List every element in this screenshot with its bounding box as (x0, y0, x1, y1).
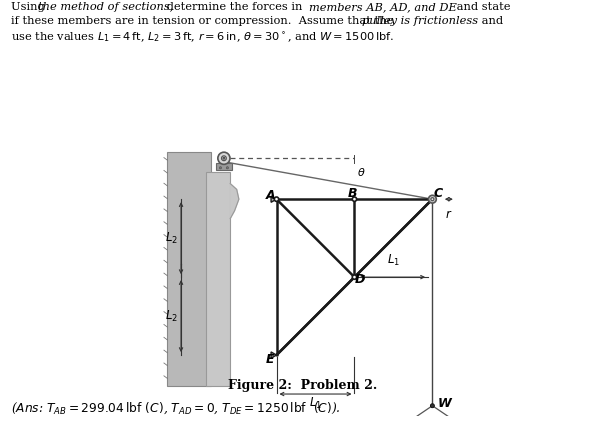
Text: Using: Using (11, 2, 48, 12)
Text: C: C (433, 187, 443, 200)
Polygon shape (271, 352, 276, 358)
Polygon shape (271, 196, 276, 202)
Text: E: E (266, 353, 275, 366)
Text: $r$: $r$ (445, 208, 453, 221)
Circle shape (274, 197, 279, 201)
Circle shape (221, 156, 226, 161)
Circle shape (223, 157, 225, 159)
Text: W: W (437, 397, 451, 410)
Text: ($Ans$: $T_{AB} = 299.04\,\mathrm{lbf}$ $(C)$, $T_{AD} = 0$, $T_{DE} = 1250\,\ma: ($Ans$: $T_{AB} = 299.04\,\mathrm{lbf}$ … (11, 401, 341, 416)
Text: $\theta$: $\theta$ (358, 166, 366, 178)
Text: $L_1$: $L_1$ (309, 396, 322, 411)
Text: $L_2$: $L_2$ (165, 309, 178, 323)
Text: Figure 2:  Problem 2.: Figure 2: Problem 2. (228, 379, 377, 392)
Circle shape (428, 195, 436, 203)
Text: pulley is frictionless: pulley is frictionless (362, 16, 478, 26)
Bar (402, 424, 463, 433)
Circle shape (431, 197, 434, 201)
Bar (402, 424, 463, 433)
Text: and: and (478, 16, 503, 26)
Text: members AB, AD, and DE: members AB, AD, and DE (309, 2, 456, 12)
Text: use the values $L_1 = 4\,\mathrm{ft}$, $L_2 = 3\,\mathrm{ft}$, $r = 6\,\mathrm{i: use the values $L_1 = 4\,\mathrm{ft}$, $… (11, 30, 394, 44)
Text: if these members are in tension or compression.  Assume that the: if these members are in tension or compr… (11, 16, 397, 26)
Text: $L_2$: $L_2$ (165, 231, 178, 246)
Bar (216, 163, 232, 171)
Text: the method of sections,: the method of sections, (38, 2, 174, 12)
Text: $L_1$: $L_1$ (387, 253, 400, 268)
Circle shape (220, 167, 221, 169)
Circle shape (430, 404, 434, 408)
Text: determine the forces in: determine the forces in (163, 2, 306, 12)
Circle shape (226, 167, 229, 169)
Text: A: A (266, 189, 276, 202)
Polygon shape (230, 184, 239, 219)
Bar (168, 152, 211, 386)
Bar (206, 172, 230, 386)
Text: D: D (355, 273, 365, 286)
Circle shape (352, 197, 356, 201)
Text: and state: and state (453, 2, 510, 12)
Circle shape (218, 152, 230, 165)
Circle shape (352, 275, 356, 279)
Text: B: B (347, 187, 357, 200)
